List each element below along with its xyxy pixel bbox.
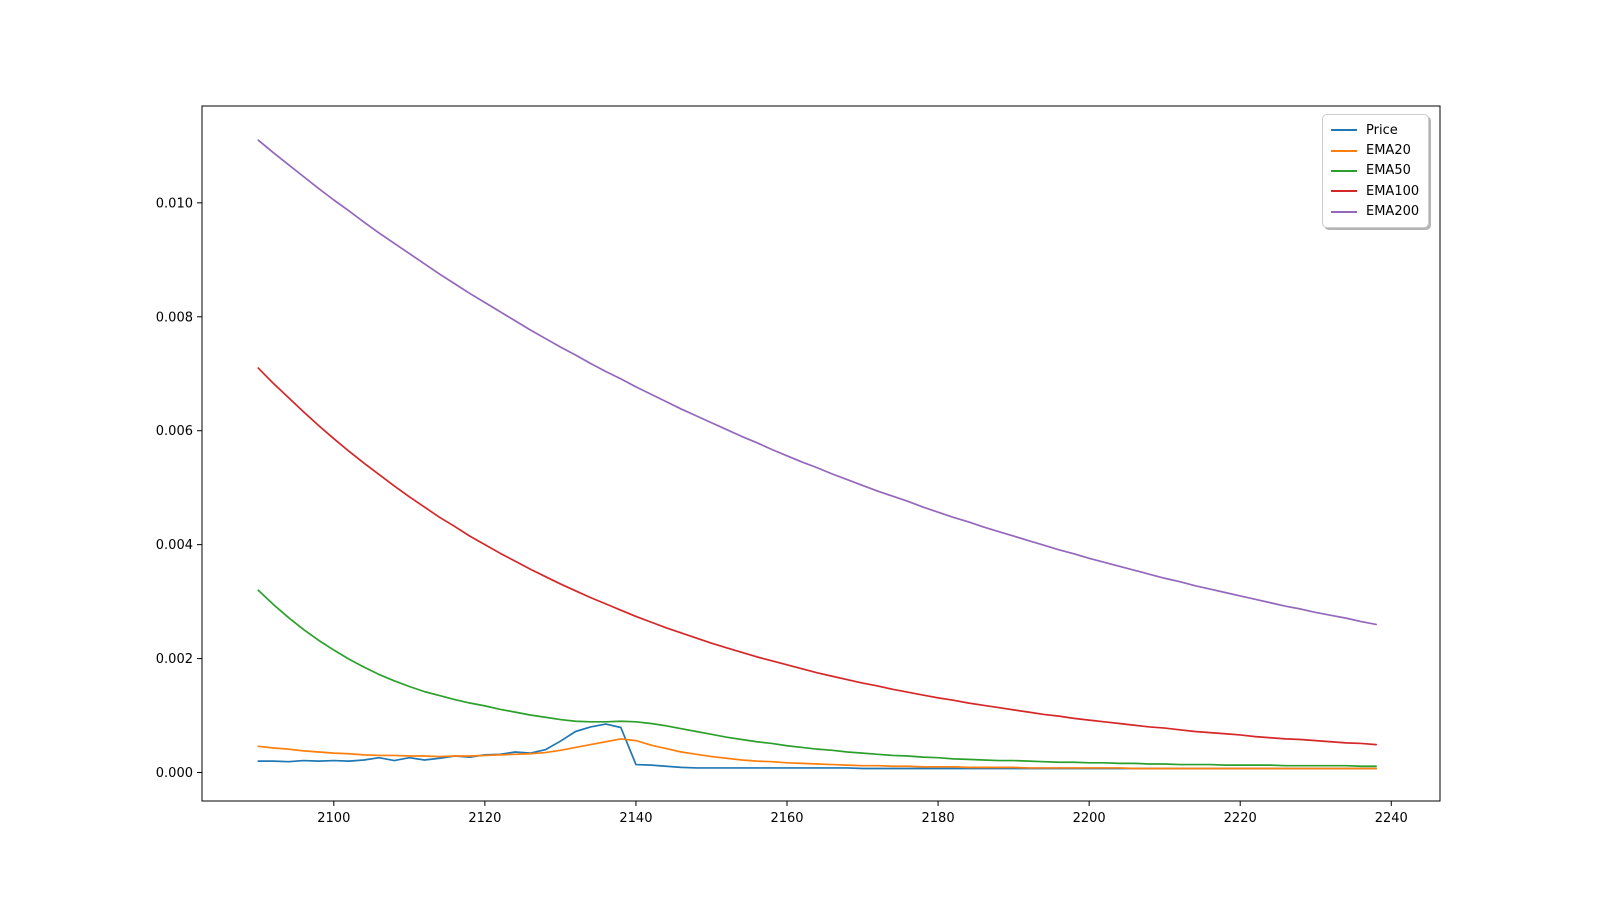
x-tick-label: 2140 [619, 811, 652, 826]
ema100-line-swatch-icon [1331, 190, 1357, 193]
legend-row-ema100: EMA100 [1331, 181, 1419, 201]
y-tick-label: 0.004 [156, 538, 193, 553]
chart-legend: Price EMA20 EMA50 EMA100 EMA200 [1322, 114, 1430, 228]
legend-label-ema100: EMA100 [1366, 183, 1420, 199]
series-line-ema200 [257, 139, 1378, 626]
axes-frame [201, 105, 1441, 802]
y-tick-label: 0.002 [156, 652, 193, 667]
series-line-ema20 [257, 738, 1378, 770]
legend-label-price: Price [1366, 122, 1398, 138]
legend-label-ema50: EMA50 [1366, 163, 1411, 179]
legend-row-ema200: EMA200 [1331, 202, 1419, 222]
x-tick-label: 2240 [1375, 811, 1408, 826]
legend-row-ema50: EMA50 [1331, 161, 1419, 181]
price-line-swatch-icon [1331, 129, 1357, 132]
ema20-line-swatch-icon [1331, 149, 1357, 152]
x-tick-label: 2200 [1073, 811, 1106, 826]
legend-label-ema20: EMA20 [1366, 143, 1411, 159]
x-tick-label: 2220 [1224, 811, 1257, 826]
y-tick-label: 0.006 [156, 424, 193, 439]
legend-row-ema20: EMA20 [1331, 140, 1419, 160]
ema50-line-swatch-icon [1331, 169, 1357, 172]
x-tick-label: 2180 [922, 811, 955, 826]
x-tick-label: 2100 [317, 811, 350, 826]
ema200-line-swatch-icon [1331, 210, 1357, 213]
series-line-ema100 [257, 367, 1378, 746]
x-tick-label: 2160 [770, 811, 803, 826]
series-line-ema50 [257, 589, 1378, 768]
legend-label-ema200: EMA200 [1366, 204, 1420, 220]
legend-row-price: Price [1331, 120, 1419, 140]
y-tick-label: 0.008 [156, 310, 193, 325]
y-tick-label: 0.010 [156, 196, 193, 211]
x-tick-label: 2120 [468, 811, 501, 826]
series-line-price [257, 723, 1378, 770]
y-tick-label: 0.000 [156, 766, 193, 781]
